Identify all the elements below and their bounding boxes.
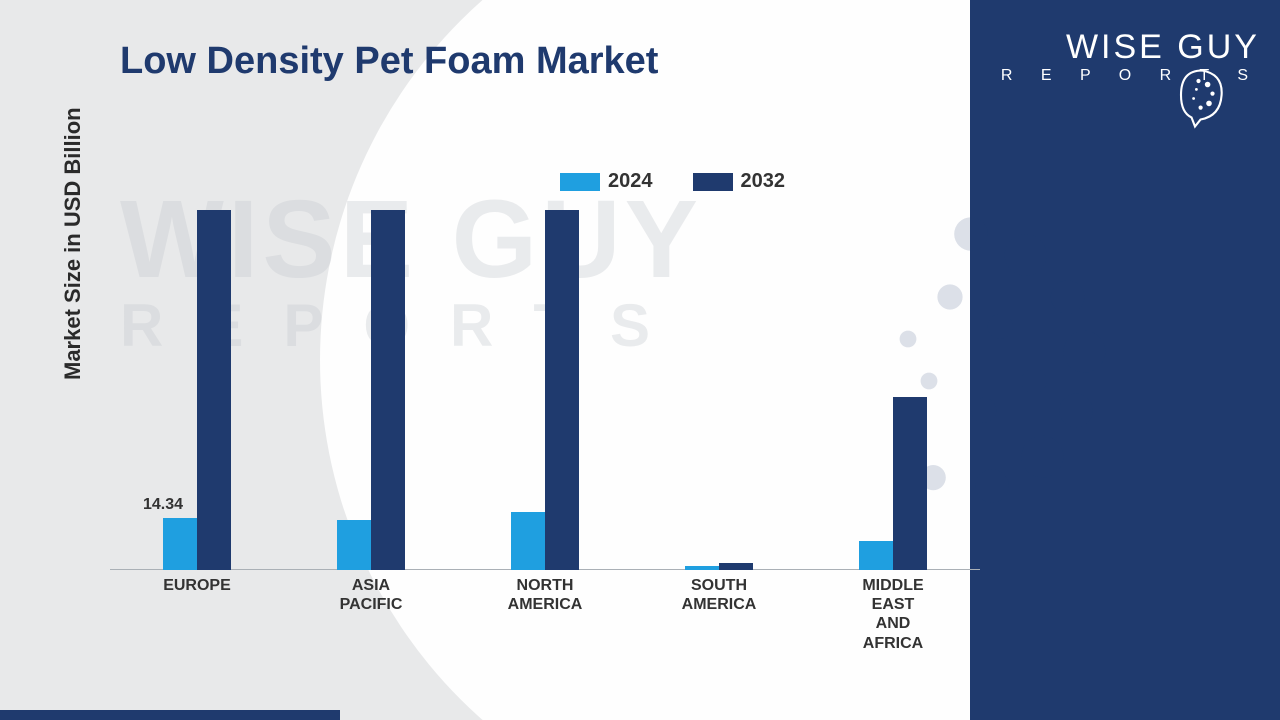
value-label: 14.34 <box>143 496 183 514</box>
legend-item-2024: 2024 <box>560 170 653 193</box>
bar-s2024 <box>511 512 545 570</box>
footer-accent-bar <box>0 710 340 720</box>
legend-label-2024: 2024 <box>608 170 653 192</box>
legend-swatch-2024 <box>560 173 600 191</box>
legend-label-2032: 2032 <box>741 170 786 192</box>
bar-s2032 <box>545 210 579 570</box>
bar-s2024 <box>685 566 719 570</box>
bar-s2024 <box>337 520 371 570</box>
legend: 2024 2032 <box>560 170 785 193</box>
bar-s2024 <box>163 518 197 570</box>
bar-group <box>110 210 284 570</box>
brand-head-icon <box>1160 60 1230 130</box>
bar-group <box>632 563 806 570</box>
brand-logo: WISE GUY R E P O R T S <box>1001 30 1260 84</box>
bar-s2024 <box>859 541 893 570</box>
side-panel <box>970 0 1280 720</box>
x-axis-label: SOUTHAMERICA <box>632 576 806 614</box>
bar-group <box>284 210 458 570</box>
bar-s2032 <box>893 397 927 570</box>
x-axis-label: NORTHAMERICA <box>458 576 632 614</box>
bar-s2032 <box>197 210 231 570</box>
bar-group <box>806 397 980 570</box>
chart-title: Low Density Pet Foam Market <box>120 40 658 83</box>
x-axis-label: ASIAPACIFIC <box>284 576 458 614</box>
y-axis-label: Market Size in USD Billion <box>60 107 86 380</box>
legend-item-2032: 2032 <box>693 170 786 193</box>
x-axis-label: MIDDLEEASTANDAFRICA <box>806 576 980 653</box>
bar-s2032 <box>371 210 405 570</box>
legend-swatch-2032 <box>693 173 733 191</box>
bar-s2032 <box>719 563 753 570</box>
plot-area: EUROPE14.34ASIAPACIFICNORTHAMERICASOUTHA… <box>110 210 980 570</box>
x-axis-label: EUROPE <box>110 576 284 595</box>
page-root: WISE GUY REPORTS Low Density Pet Foam Ma… <box>0 0 1280 720</box>
bar-group <box>458 210 632 570</box>
